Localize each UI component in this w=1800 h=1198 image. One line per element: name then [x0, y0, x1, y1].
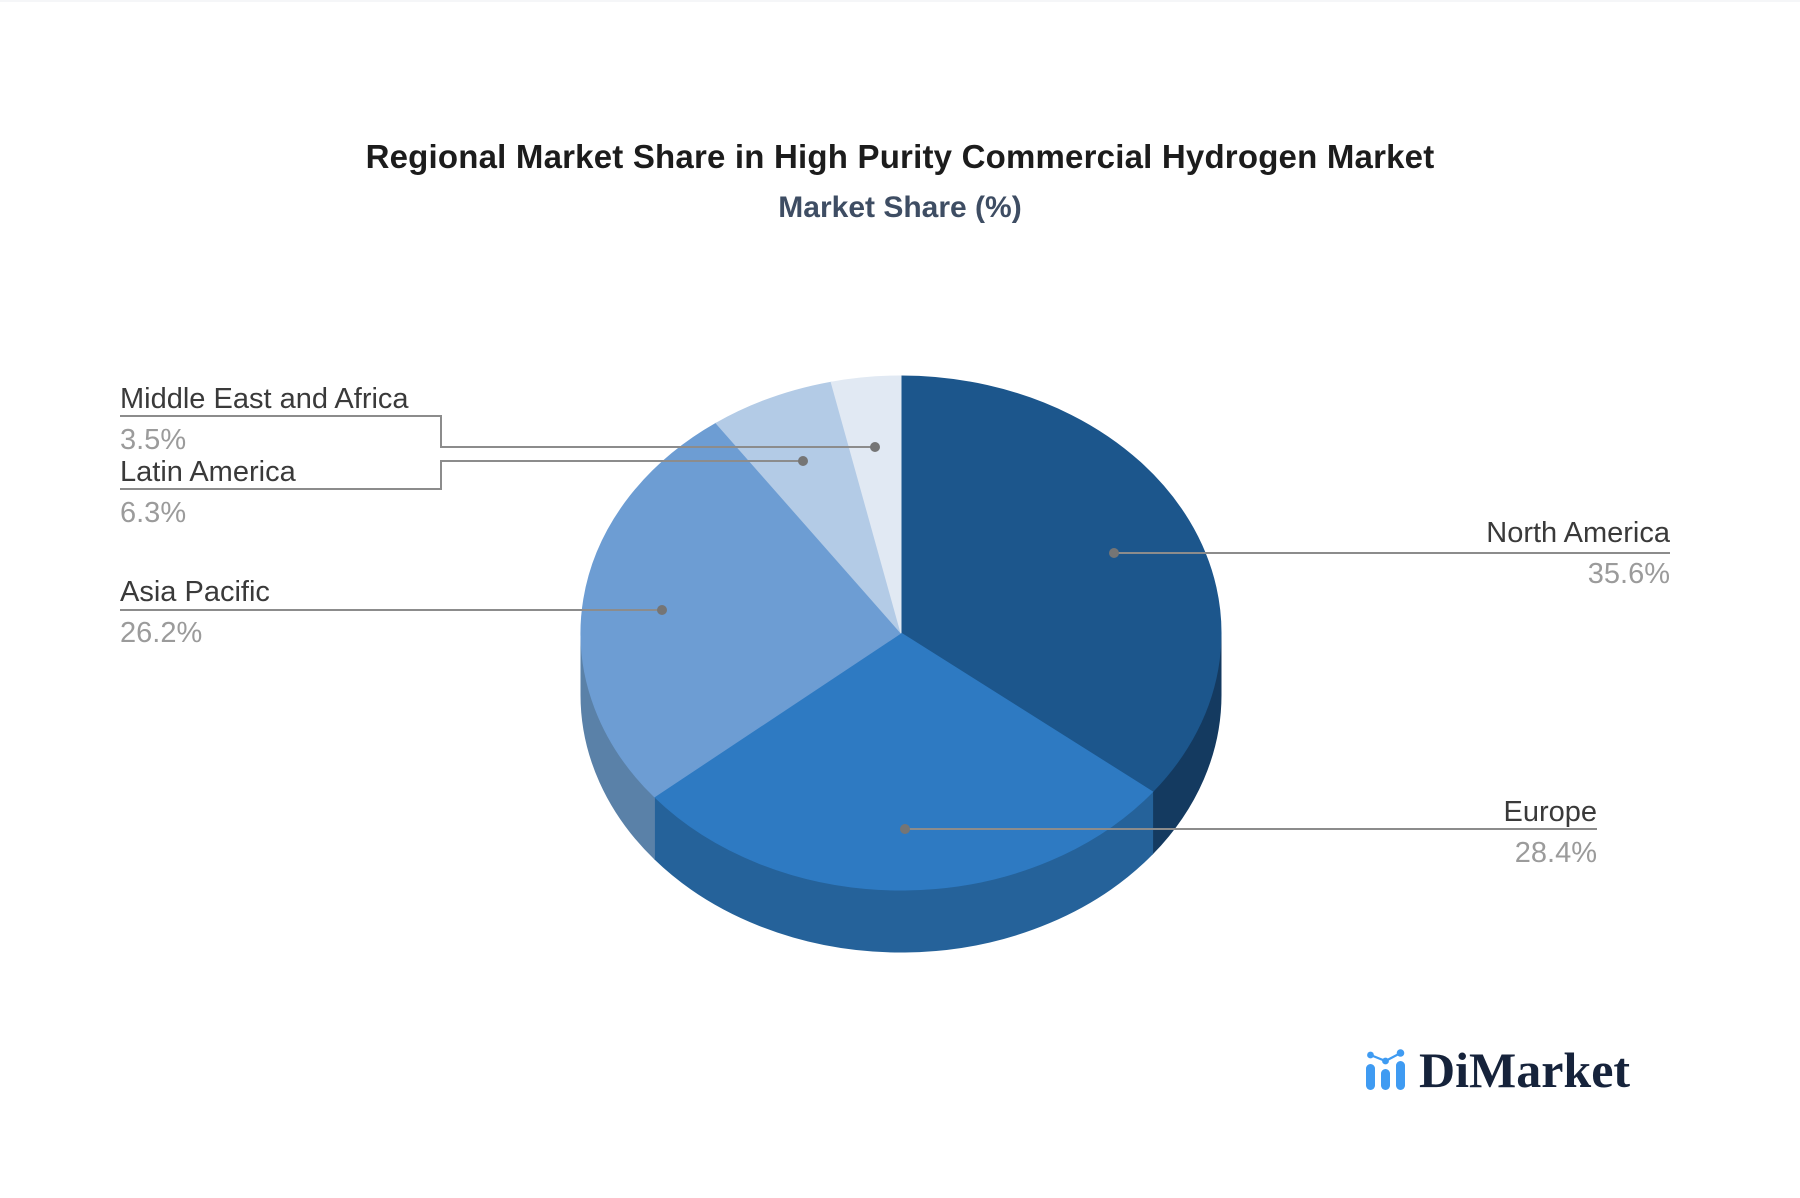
brand-logo-text: DiMarket [1419, 1042, 1631, 1098]
pie-slice-north-america[interactable] [900, 375, 1222, 793]
leader-dot-asia-pacific [657, 605, 667, 615]
slice-percent: 6.3% [120, 497, 187, 529]
chart-title: Regional Market Share in High Purity Com… [365, 138, 1435, 175]
leader-dot-north-america [1109, 548, 1119, 558]
slice-percent: 26.2% [120, 617, 203, 649]
pie-slice-europe[interactable] [653, 632, 1154, 891]
bar-chart-logo-icon [1366, 1049, 1405, 1090]
leader-dot-europe [900, 824, 910, 834]
leader-line-latin-america [120, 460, 803, 490]
slice-percent: 35.6% [1587, 558, 1670, 590]
leader-line-middle-east-and-africa [120, 415, 875, 448]
leader-dot-middle-east-and-africa [870, 442, 880, 452]
label-north-america: North America 35.6% [1486, 516, 1670, 589]
slice-name: Europe [1503, 796, 1597, 828]
chart-subtitle: Market Share (%) [778, 191, 1022, 224]
leader-dot-latin-america [798, 456, 808, 466]
slice-name: Middle East and Africa [120, 383, 409, 415]
pie-slice-middle-east-and-africa[interactable] [830, 375, 902, 634]
slice-name: Latin America [120, 456, 296, 488]
pie-slice-latin-america[interactable] [715, 381, 902, 634]
label-latin-america: Latin America 6.3% [120, 455, 296, 528]
label-middle-east-and-africa: Middle East and Africa 3.5% [120, 382, 409, 455]
label-asia-pacific: Asia Pacific 26.2% [120, 575, 270, 648]
slice-percent: 3.5% [120, 424, 187, 456]
slice-percent: 28.4% [1514, 837, 1597, 869]
pie-slice-asia-pacific[interactable] [580, 422, 902, 798]
slice-name: Asia Pacific [120, 576, 270, 608]
label-europe: Europe 28.4% [1503, 795, 1597, 868]
slice-name: North America [1486, 517, 1670, 549]
